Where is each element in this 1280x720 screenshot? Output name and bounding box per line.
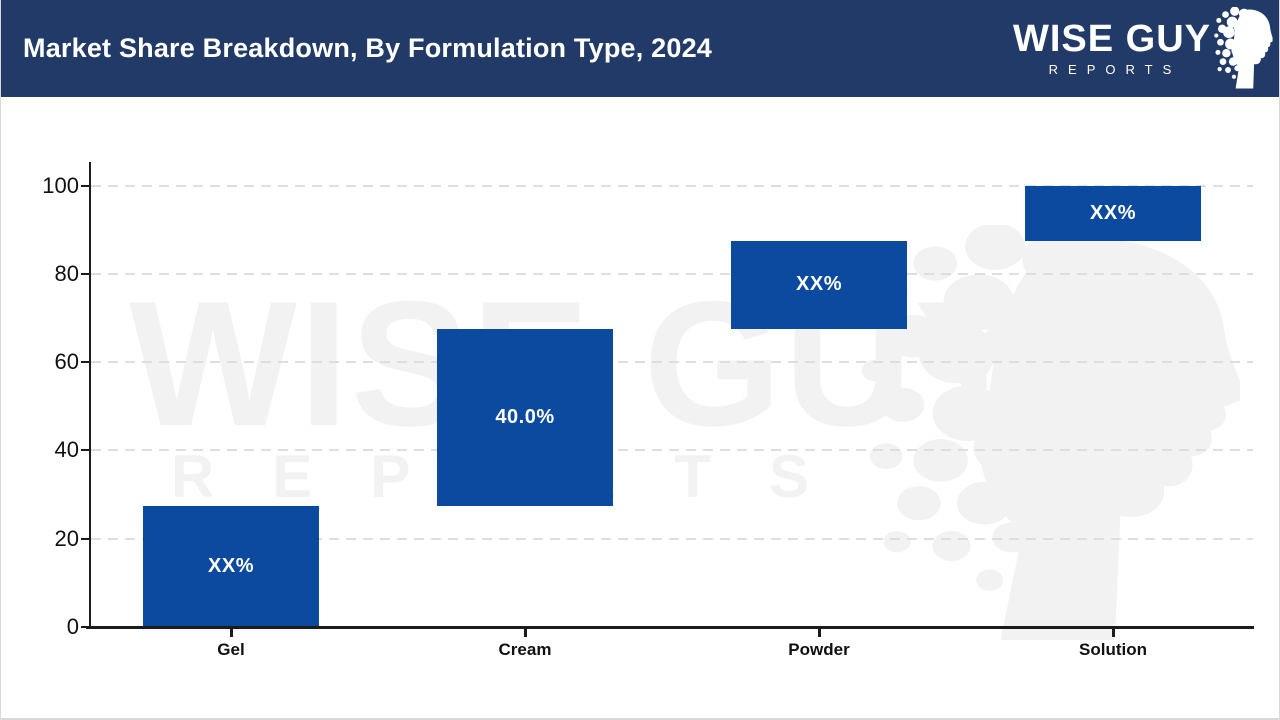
- x-tick-label-gel: Gel: [217, 640, 245, 659]
- x-tick-label-cream: Cream: [498, 640, 552, 659]
- y-tick-100: [81, 184, 89, 187]
- x-tick-gel: [229, 629, 233, 637]
- watermark-head-icon: [859, 225, 1251, 653]
- bar-label-gel: XX%: [208, 554, 254, 577]
- head-icon: [1213, 7, 1275, 91]
- bar-label-solution: XX%: [1090, 201, 1136, 224]
- gridline-100: [91, 184, 1253, 187]
- bar-label-cream: 40.0%: [495, 405, 555, 428]
- x-tick-solution: [1111, 629, 1115, 637]
- chart-area: WISE GUY. REPORTS 020406080100XX%Gel40.0…: [1, 97, 1279, 718]
- x-tick-cream: [523, 629, 527, 637]
- bar-gel: XX%: [143, 505, 319, 627]
- y-tick-40: [81, 449, 89, 452]
- y-tick-60: [81, 361, 89, 364]
- y-tick-label-100: 100: [42, 172, 79, 198]
- gridline-20: [91, 537, 1253, 540]
- x-tick-powder: [817, 629, 821, 637]
- x-tick-label-powder: Powder: [788, 640, 850, 659]
- brand-logo-text: WISE GUY REPORTS: [1013, 20, 1211, 77]
- header-bar: Market Share Breakdown, By Formulation T…: [1, 0, 1279, 97]
- x-axis-line: [86, 626, 1254, 629]
- page-title: Market Share Breakdown, By Formulation T…: [23, 33, 713, 63]
- gridline-80: [91, 272, 1253, 275]
- logo-subtext: REPORTS: [1048, 62, 1182, 77]
- gridline-40: [91, 449, 1253, 452]
- y-tick-80: [81, 272, 89, 275]
- y-tick-20: [81, 537, 89, 540]
- bar-solution: XX%: [1025, 185, 1201, 241]
- gridline-60: [91, 361, 1253, 364]
- y-tick-label-0: 0: [66, 614, 79, 639]
- bar-cream: 40.0%: [437, 328, 613, 506]
- bar-powder: XX%: [731, 240, 907, 329]
- y-tick-label-20: 20: [54, 525, 79, 551]
- y-tick-0: [81, 626, 89, 628]
- y-axis-line: [89, 162, 91, 629]
- y-tick-label-60: 60: [54, 349, 79, 375]
- logo-wordmark: WISE GUY: [1012, 18, 1211, 60]
- y-tick-label-80: 80: [54, 260, 79, 286]
- bar-label-powder: XX%: [796, 273, 842, 296]
- brand-logo: WISE GUY REPORTS: [1013, 7, 1275, 91]
- x-tick-label-solution: Solution: [1079, 640, 1147, 659]
- y-tick-label-40: 40: [54, 437, 79, 463]
